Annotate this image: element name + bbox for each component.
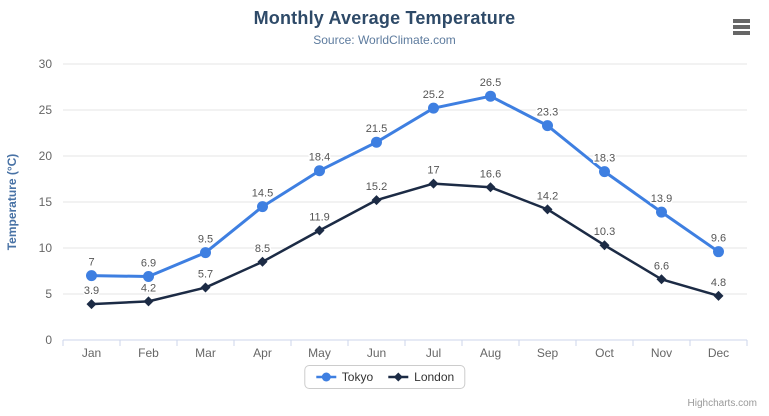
data-point-london[interactable] — [599, 240, 610, 251]
data-label: 4.2 — [141, 282, 156, 294]
data-label: 3.9 — [84, 285, 99, 297]
data-label: 6.9 — [141, 258, 156, 270]
data-point-tokyo[interactable] — [485, 90, 496, 102]
data-point-london[interactable] — [257, 256, 268, 267]
data-label: 16.6 — [480, 168, 501, 180]
y-axis-label: 30 — [39, 57, 53, 71]
x-axis-label: Feb — [138, 346, 159, 360]
diamond-marker-icon — [388, 372, 409, 382]
data-point-london[interactable] — [314, 225, 325, 236]
legend-label: London — [414, 370, 455, 384]
data-label: 11.9 — [309, 212, 330, 224]
data-label: 5.7 — [198, 269, 213, 281]
x-axis-label: Sep — [537, 346, 559, 360]
data-label: 25.2 — [423, 89, 444, 101]
data-point-tokyo[interactable] — [542, 120, 553, 132]
data-point-tokyo[interactable] — [599, 166, 610, 178]
y-axis-label: 5 — [45, 287, 52, 301]
data-point-london[interactable] — [542, 204, 553, 215]
data-point-london[interactable] — [428, 178, 439, 189]
x-axis-label: Jan — [82, 346, 101, 360]
x-axis-label: Mar — [195, 346, 216, 360]
menu-bar — [733, 25, 750, 29]
y-axis-label: 0 — [45, 333, 52, 347]
x-axis-label: Nov — [651, 346, 672, 360]
data-point-london[interactable] — [713, 290, 724, 301]
data-point-tokyo[interactable] — [143, 271, 154, 283]
data-label: 7 — [88, 257, 94, 269]
data-point-london[interactable] — [656, 274, 667, 285]
data-point-tokyo[interactable] — [86, 270, 97, 282]
data-label: 14.2 — [537, 190, 558, 202]
data-label: 13.9 — [651, 193, 672, 205]
menu-bar — [733, 19, 750, 23]
x-axis-label: Dec — [708, 346, 729, 360]
data-label: 26.5 — [480, 77, 501, 89]
legend-item-london[interactable]: London — [387, 370, 454, 384]
circle-marker-icon — [315, 372, 336, 382]
x-axis-label: May — [308, 346, 331, 360]
data-point-london[interactable] — [200, 282, 211, 293]
data-point-london[interactable] — [143, 296, 154, 307]
x-axis-label: Jul — [426, 346, 441, 360]
data-point-tokyo[interactable] — [257, 201, 268, 213]
data-label: 8.5 — [255, 243, 270, 255]
data-label: 10.3 — [594, 226, 615, 238]
data-point-tokyo[interactable] — [428, 102, 439, 114]
data-label: 9.6 — [711, 233, 726, 245]
series-line-tokyo[interactable] — [90, 94, 720, 279]
data-point-london[interactable] — [485, 182, 496, 193]
data-label: 6.6 — [654, 260, 669, 272]
x-axis-label: Oct — [595, 346, 614, 360]
data-label: 23.3 — [537, 107, 558, 119]
data-label: 18.4 — [309, 152, 330, 164]
x-axis-label: Aug — [480, 346, 501, 360]
data-point-tokyo[interactable] — [656, 206, 667, 218]
data-label: 14.5 — [252, 188, 273, 200]
data-point-tokyo[interactable] — [371, 136, 382, 148]
x-axis-label: Jun — [367, 346, 386, 360]
menu-bar — [733, 31, 750, 35]
chart-subtitle: Source: WorldClimate.com — [313, 33, 456, 47]
data-label: 4.8 — [711, 277, 726, 289]
data-point-london[interactable] — [86, 299, 97, 310]
data-label: 9.5 — [198, 234, 213, 246]
data-label: 15.2 — [366, 181, 387, 193]
y-axis-title: Temperature (°C) — [5, 154, 19, 251]
chart-title: Monthly Average Temperature — [253, 8, 516, 28]
credits-link[interactable]: Highcharts.com — [687, 398, 757, 409]
y-axis-label: 15 — [39, 195, 53, 209]
y-axis-label: 10 — [39, 241, 53, 255]
series-line-london[interactable] — [90, 182, 720, 306]
x-axis-label: Apr — [253, 346, 272, 360]
data-point-london[interactable] — [371, 195, 382, 206]
data-point-tokyo[interactable] — [200, 247, 211, 259]
legend-label: Tokyo — [341, 370, 374, 384]
data-point-tokyo[interactable] — [314, 165, 325, 177]
data-label: 17 — [427, 165, 439, 177]
data-point-tokyo[interactable] — [713, 246, 724, 258]
data-label: 18.3 — [594, 153, 615, 165]
legend-item-tokyo[interactable]: Tokyo — [315, 370, 373, 384]
legend: Tokyo London — [303, 365, 466, 389]
data-label: 21.5 — [366, 123, 387, 135]
hamburger-menu-icon[interactable] — [733, 19, 750, 35]
y-axis-label: 25 — [39, 103, 53, 117]
y-axis-label: 20 — [39, 149, 53, 163]
